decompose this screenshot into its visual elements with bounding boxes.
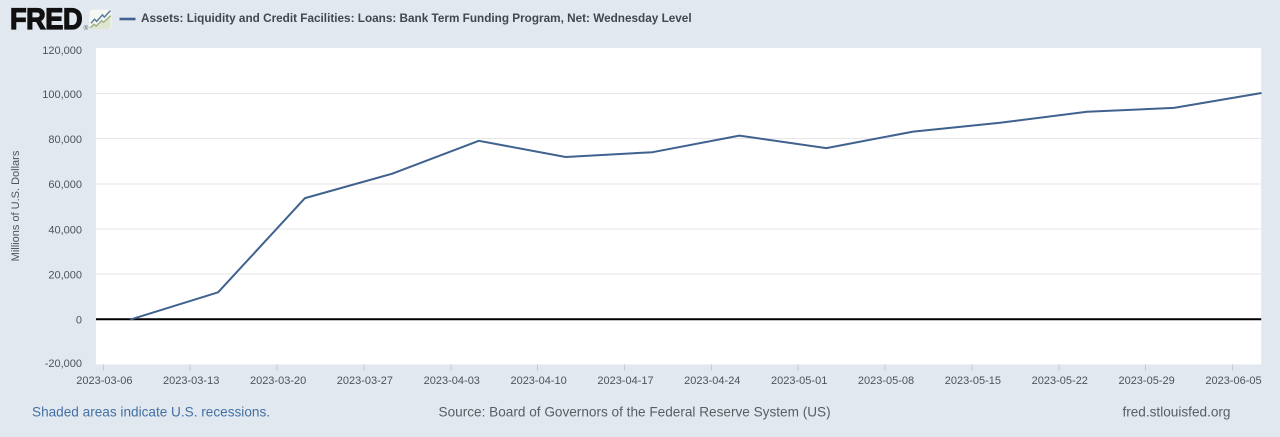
svg-text:2023-03-06: 2023-03-06: [76, 375, 132, 387]
svg-text:2023-05-15: 2023-05-15: [945, 375, 1001, 387]
svg-text:2023-04-17: 2023-04-17: [597, 375, 653, 387]
svg-text:fred.stlouisfed.org: fred.stlouisfed.org: [1122, 405, 1230, 420]
svg-text:2023-05-01: 2023-05-01: [771, 375, 827, 387]
svg-text:80,000: 80,000: [48, 134, 82, 146]
svg-text:120,000: 120,000: [42, 45, 82, 57]
svg-text:2023-04-10: 2023-04-10: [510, 375, 566, 387]
svg-text:-20,000: -20,000: [45, 358, 82, 370]
svg-text:2023-05-08: 2023-05-08: [858, 375, 914, 387]
svg-text:2023-03-20: 2023-03-20: [250, 375, 306, 387]
svg-text:2023-05-29: 2023-05-29: [1118, 375, 1174, 387]
svg-text:2023-05-22: 2023-05-22: [1032, 375, 1088, 387]
svg-text:40,000: 40,000: [48, 224, 82, 236]
svg-text:100,000: 100,000: [42, 89, 82, 101]
svg-text:2023-06-05: 2023-06-05: [1205, 375, 1261, 387]
svg-text:2023-03-27: 2023-03-27: [337, 375, 393, 387]
svg-text:2023-04-24: 2023-04-24: [684, 375, 740, 387]
svg-text:2023-04-03: 2023-04-03: [424, 375, 480, 387]
svg-text:0: 0: [76, 315, 82, 327]
svg-text:60,000: 60,000: [48, 179, 82, 191]
svg-text:20,000: 20,000: [48, 269, 82, 281]
svg-text:2023-03-13: 2023-03-13: [163, 375, 219, 387]
svg-text:Millions of U.S. Dollars: Millions of U.S. Dollars: [10, 150, 22, 261]
svg-text:Shaded areas indicate U.S. rec: Shaded areas indicate U.S. recessions.: [32, 405, 270, 420]
svg-text:Source: Board of Governors of: Source: Board of Governors of the Federa…: [439, 405, 831, 420]
